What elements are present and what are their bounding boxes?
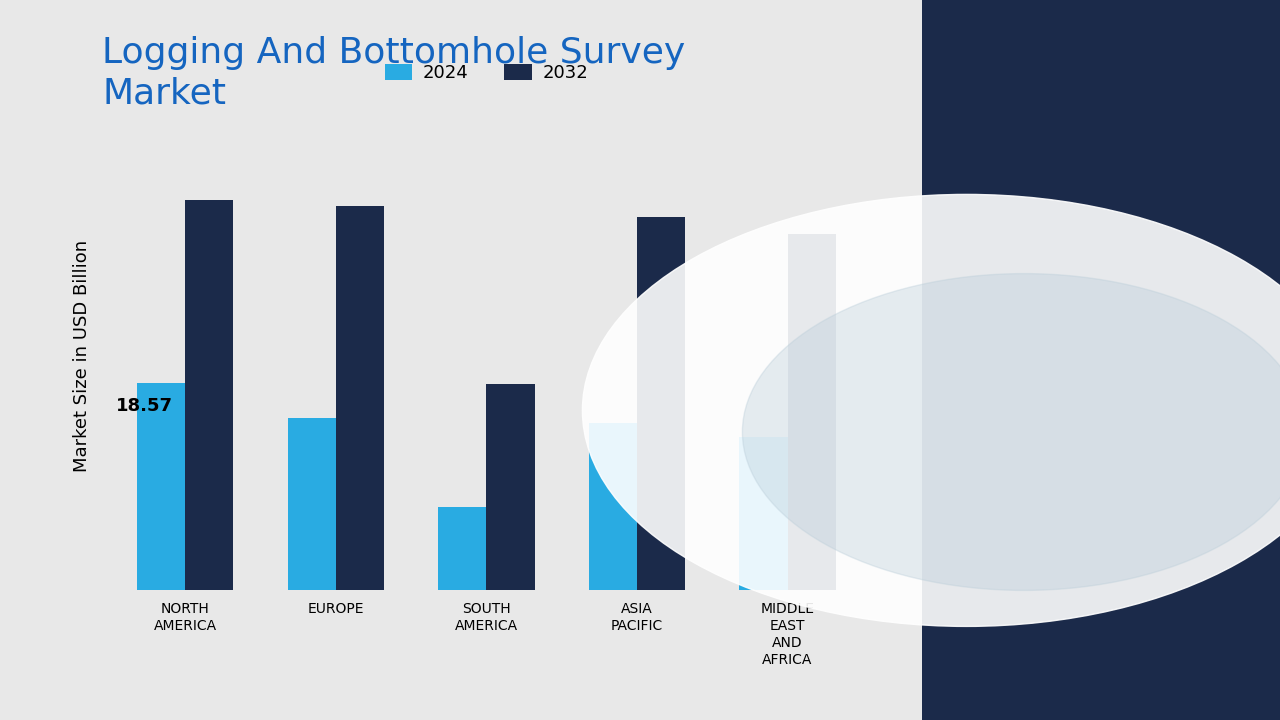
Legend: 2024, 2032: 2024, 2032 (378, 57, 595, 89)
Bar (335, 206, 384, 590)
Bar (637, 217, 685, 590)
Bar (787, 234, 836, 590)
Bar (438, 507, 486, 590)
Bar (288, 418, 335, 590)
Bar (186, 200, 233, 590)
Text: Logging And Bottomhole Survey
Market: Logging And Bottomhole Survey Market (102, 36, 686, 111)
Bar (137, 384, 186, 590)
Bar (589, 423, 637, 590)
Circle shape (742, 274, 1280, 590)
Circle shape (582, 194, 1280, 626)
Bar (486, 384, 535, 590)
Text: 18.57: 18.57 (116, 397, 173, 415)
Y-axis label: Market Size in USD Billion: Market Size in USD Billion (73, 240, 91, 472)
Bar (740, 436, 787, 590)
